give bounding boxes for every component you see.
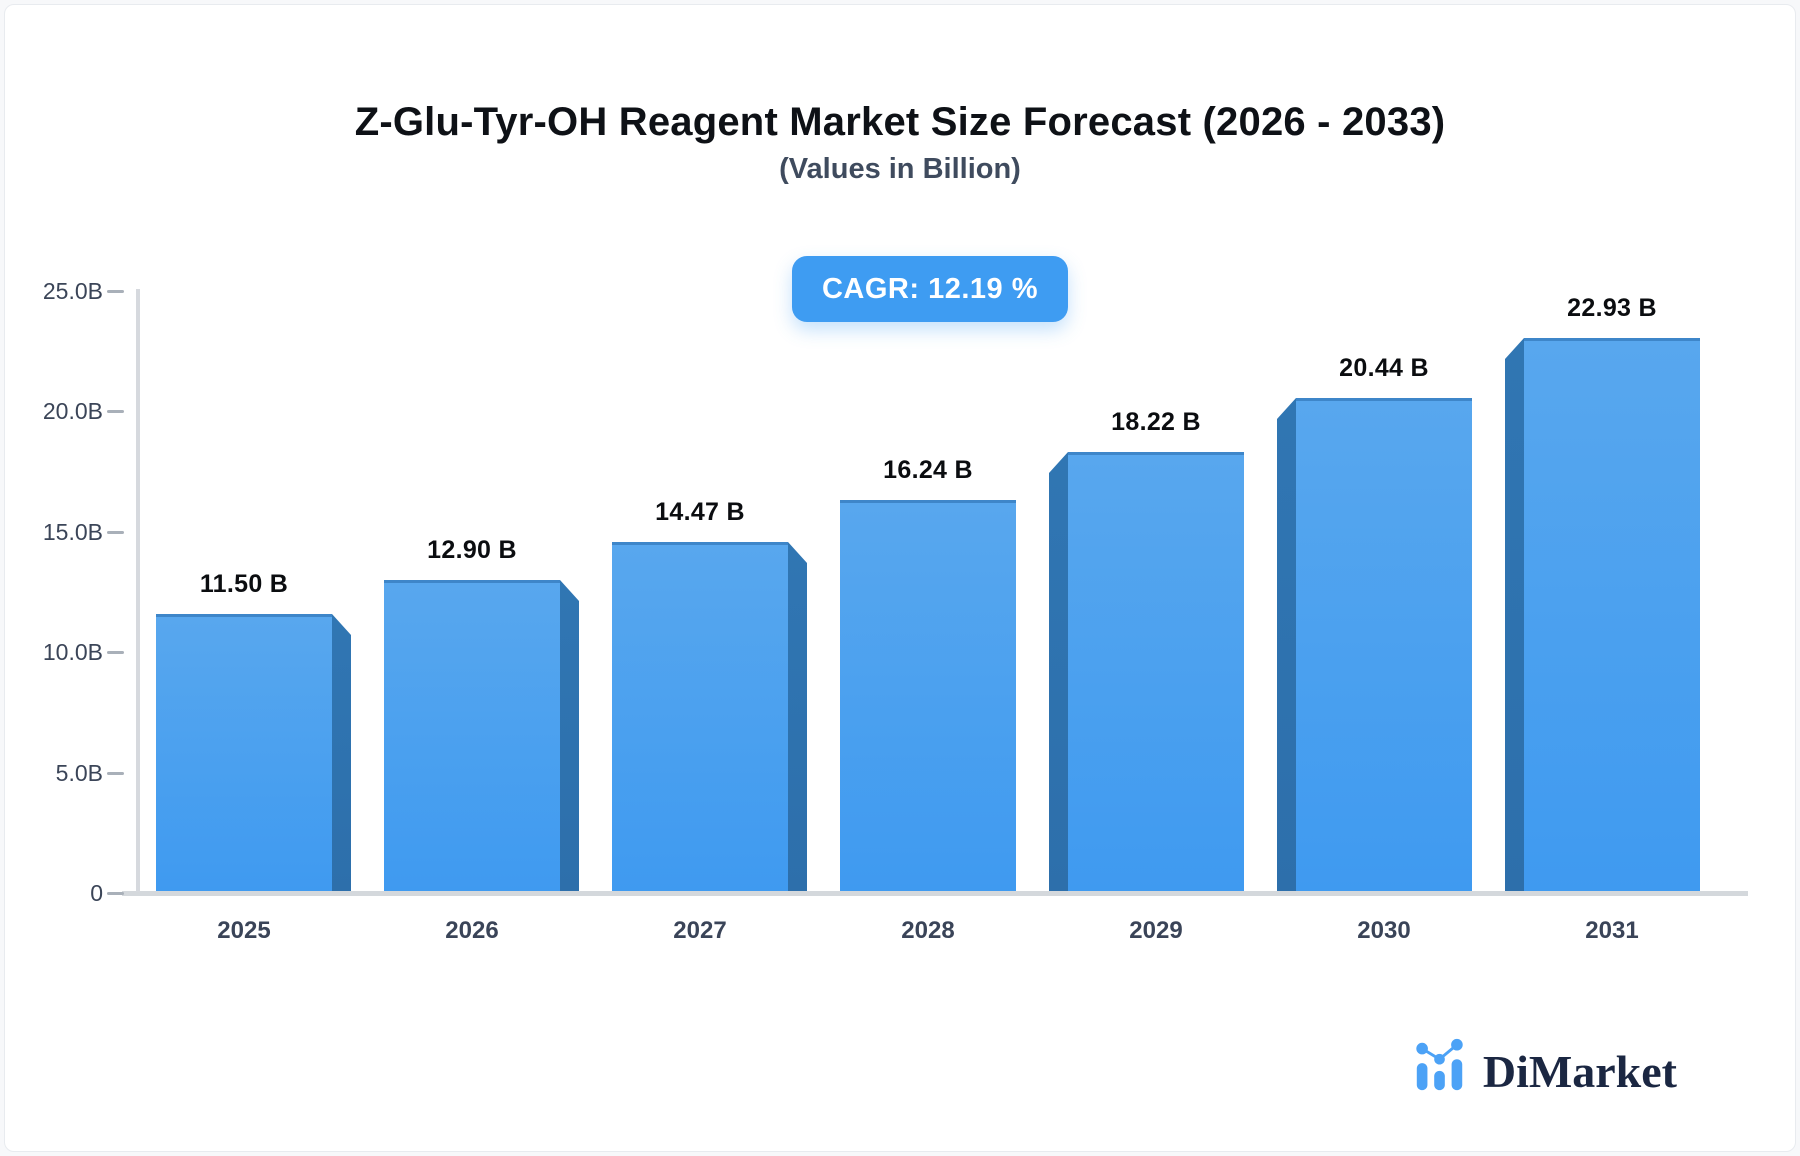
x-axis-label: 2027 (673, 917, 727, 944)
x-axis-label: 2025 (217, 917, 271, 944)
chart-subtitle: (Values in Billion) (779, 153, 1021, 185)
chart-card: Z-Glu-Tyr-OH Reagent Market Size Forecas… (4, 4, 1796, 1152)
dimarket-logo: DiMarket (1411, 1037, 1677, 1095)
y-axis-tick-label: 0 (90, 880, 103, 906)
y-axis-tick-label: 25.0B (42, 277, 103, 304)
logo-text: DiMarket (1482, 1046, 1677, 1097)
chart-title: Z-Glu-Tyr-OH Reagent Market Size Forecas… (354, 100, 1446, 144)
bar-value-label: 22.93 B (1567, 294, 1657, 322)
bar-value-label: 16.24 B (883, 456, 973, 484)
plot-area: 25.0B 20.0B 15.0B 10.0B 5.0B 0 11.50 B 2025 12.… (5, 5, 1795, 1151)
bar-3d-side (1049, 452, 1068, 891)
bar-chart-trend-icon (1416, 1038, 1463, 1091)
bar-value-label: 11.50 B (199, 570, 289, 598)
bar-value-label: 18.22 B (1111, 408, 1201, 436)
bar[interactable] (612, 542, 788, 891)
x-axis-label: 2029 (1129, 917, 1183, 944)
y-axis-tick-label: 5.0B (55, 759, 103, 786)
bar-3d-side (788, 542, 807, 891)
x-axis-label: 2030 (1357, 917, 1411, 944)
y-axis-tick-mark (107, 530, 124, 534)
bar-3d-side (1505, 338, 1524, 891)
y-axis-tick-mark (107, 892, 124, 895)
x-axis-line (122, 891, 1748, 896)
y-axis-tick-mark (107, 410, 124, 413)
bar-value-label: 14.47 B (655, 498, 745, 526)
x-axis-label: 2028 (901, 917, 955, 944)
bar[interactable] (1068, 452, 1244, 891)
y-axis-line (136, 289, 140, 892)
y-axis-tick-label: 20.0B (42, 398, 103, 424)
bar-value-label: 20.44 B (1339, 354, 1429, 382)
bar-3d-side (560, 580, 579, 891)
y-axis-tick-mark (107, 289, 124, 293)
bar[interactable] (1296, 398, 1472, 891)
bar[interactable] (1524, 338, 1700, 891)
cagr-badge: CAGR: 12.19 % (791, 256, 1069, 322)
y-axis-tick-label: 10.0B (42, 639, 103, 665)
bar[interactable] (156, 614, 332, 891)
bar[interactable] (840, 500, 1016, 891)
bar-3d-side (332, 614, 351, 891)
bar-value-label: 12.90 B (427, 536, 517, 564)
bar-3d-side (1277, 398, 1296, 891)
y-axis-tick-mark (107, 651, 124, 654)
bar[interactable] (384, 580, 560, 891)
y-axis-tick-label: 15.0B (42, 518, 103, 545)
y-axis-tick-mark (107, 771, 124, 775)
x-axis-label: 2026 (445, 917, 499, 944)
x-axis-label: 2031 (1585, 917, 1639, 944)
